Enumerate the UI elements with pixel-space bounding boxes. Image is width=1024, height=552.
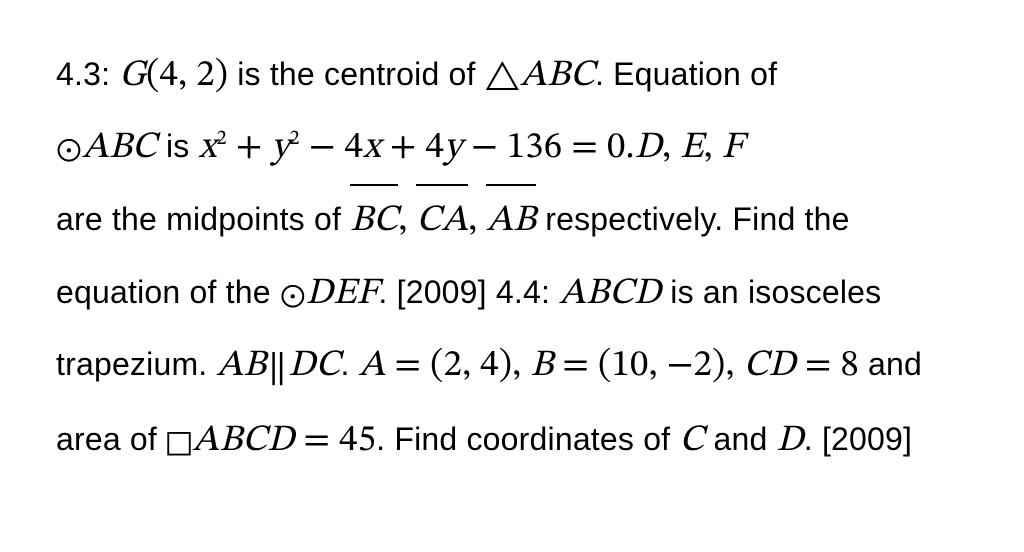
t-midpoints: are the midpoints of	[56, 201, 350, 237]
t-4-3: 4.3:	[56, 56, 119, 92]
square-icon: □	[166, 417, 192, 472]
math-circ-DEF: ⊙DEF	[280, 275, 379, 312]
math-C: C	[679, 422, 704, 459]
overline-AB: AB	[486, 184, 536, 257]
math-A-pt: A = (2, 4), B =	[359, 347, 598, 384]
t-2009-end: . [2009]	[804, 421, 912, 457]
t-centroid: is the centroid of	[228, 56, 485, 92]
t-is: is	[157, 128, 199, 164]
math-sq-ABCD: □ABCD = 45	[166, 422, 376, 459]
parallel-icon: ∥	[266, 333, 288, 405]
overline-BC: BC	[350, 184, 398, 257]
overline-CA: CA	[416, 184, 468, 257]
math-BC-CA-AB: BC, CA, AB	[350, 202, 536, 239]
t-find-coords: . Find coordinates of	[376, 421, 679, 457]
circle-icon-2: ⊙	[280, 268, 306, 327]
t-and: and	[704, 421, 776, 457]
math-B-pt-CD: (10, −2), CD = 8	[598, 347, 859, 384]
math-circle-eqn: x2 + y2 − 4x + 4y − 136 = 0.D, E, F	[199, 129, 744, 166]
math-circ-ABC: ⊙ABC	[56, 129, 157, 166]
math-ABCD: ABCD	[559, 275, 661, 312]
t-eqn-of: . Equation of	[595, 56, 777, 92]
math-G-4-2: G(4, 2)	[119, 57, 228, 94]
math-AB-par-DC: AB∥DC	[216, 347, 340, 384]
math-D: D	[777, 422, 804, 459]
t-dot1: .	[341, 346, 359, 382]
circle-icon: ⊙	[56, 122, 82, 181]
triangle-icon: △	[485, 50, 520, 109]
t-2009-44: . [2009] 4.4:	[378, 274, 559, 310]
math-tri-ABC: △ABC	[485, 57, 595, 94]
problem-text: 4.3: G(4, 2) is the centroid of △ABC. Eq…	[0, 0, 1024, 477]
